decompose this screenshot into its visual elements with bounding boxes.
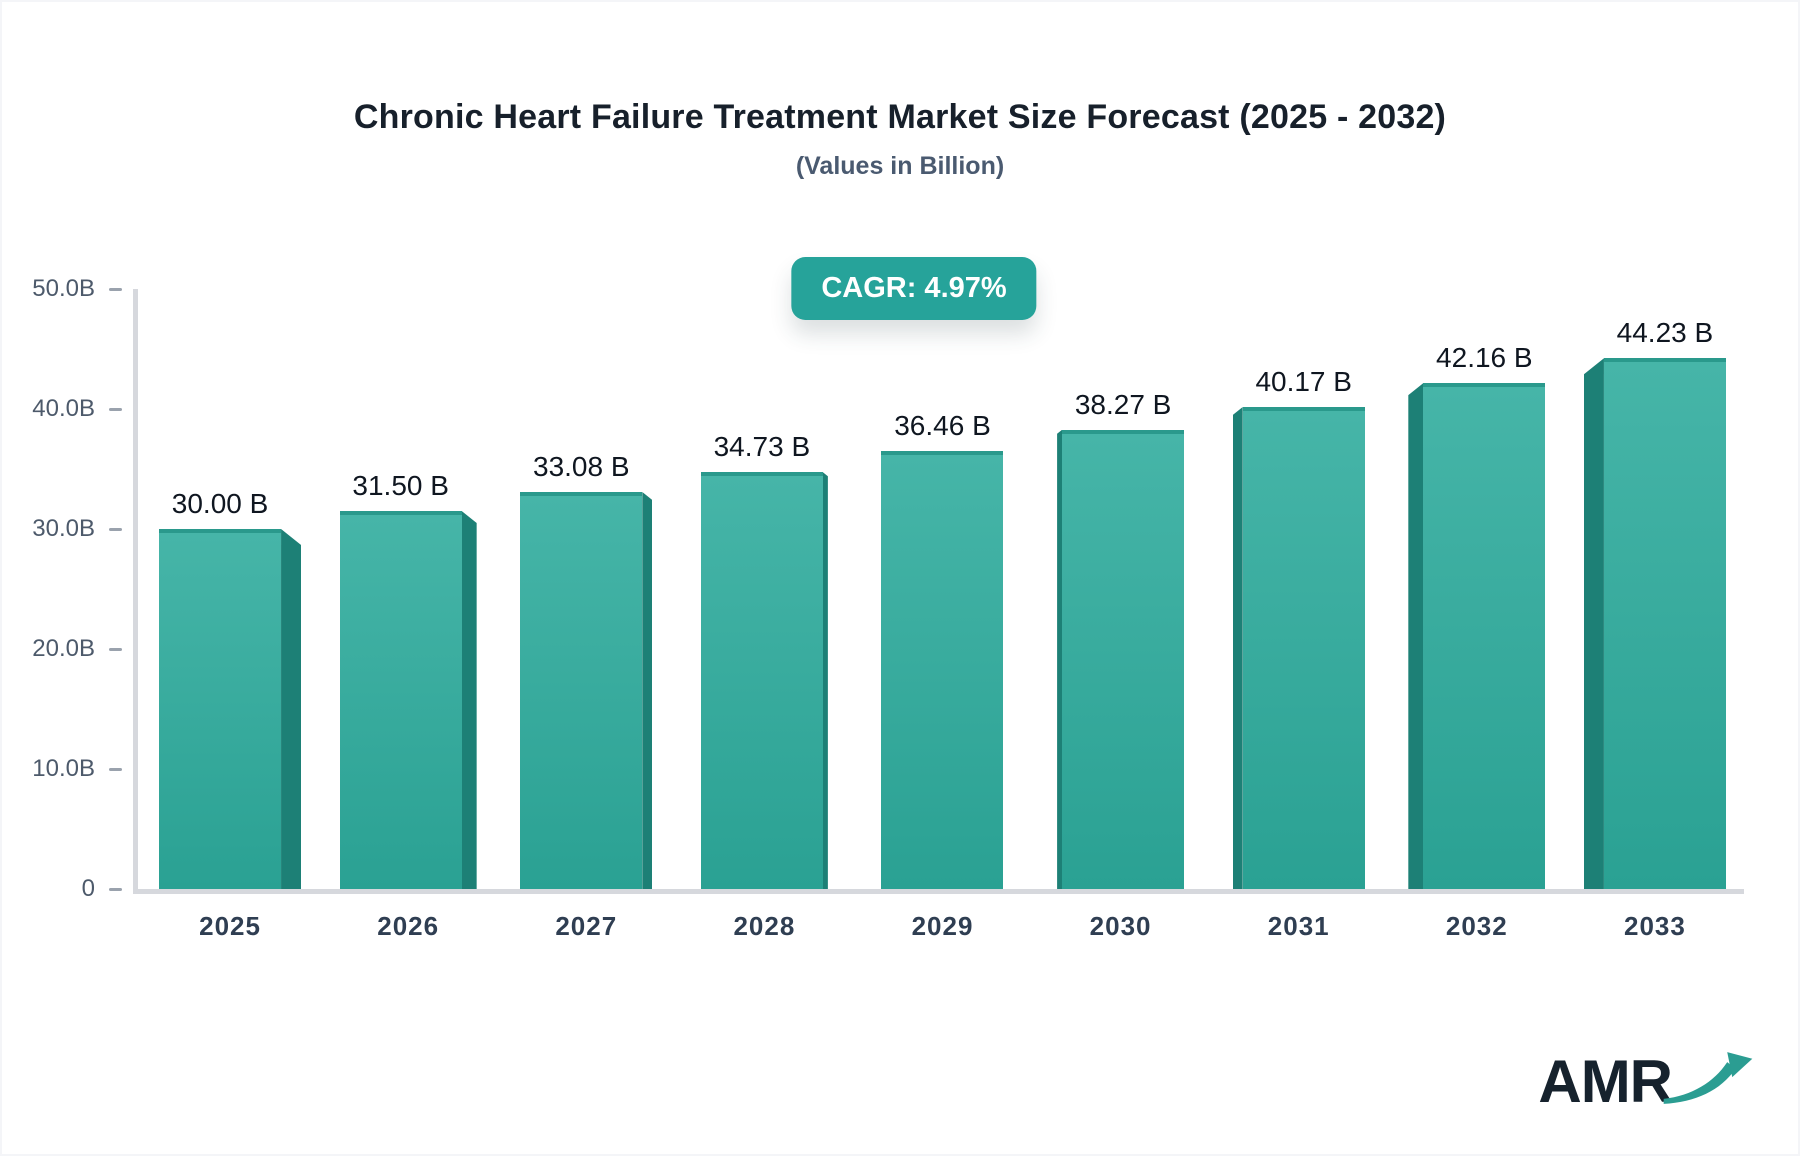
chart-subtitle: (Values in Billion) xyxy=(795,152,1005,180)
bar-side-face xyxy=(642,492,653,889)
bar-value-label: 31.50 B xyxy=(352,470,449,501)
bar-side-face xyxy=(822,472,828,889)
plot-area: 0 10.0B 20.0B 30.0B 40.0B 50.0B 30.00 B 31.50 … xyxy=(32,275,1744,941)
bar-face xyxy=(1242,406,1365,889)
bar-2030: 38.27 B xyxy=(1057,389,1185,889)
y-axis-tick-20: 20.0B xyxy=(32,635,122,663)
y-tick-label: 30.0B xyxy=(32,515,95,542)
bar-face xyxy=(881,451,1004,889)
bar-face xyxy=(1603,358,1726,889)
bar-side-face xyxy=(281,529,302,889)
x-axis-label-2029: 2029 xyxy=(911,911,974,941)
bar-side-face xyxy=(1232,406,1243,889)
y-axis-tick-0: 0 xyxy=(82,875,122,903)
bar-face xyxy=(700,472,823,889)
bar-side-face xyxy=(1583,358,1604,889)
bar-2032: 42.16 B xyxy=(1408,342,1546,889)
bar-slot-2025: 30.00 B xyxy=(141,289,319,889)
trend-up-arrow-icon xyxy=(1663,1052,1753,1104)
y-tick-mark xyxy=(109,887,122,891)
y-tick-label: 20.0B xyxy=(32,635,95,662)
bar-series: 30.00 B 31.50 B 33.08 B 34.73 B 36.46 B 38.27… xyxy=(141,289,1744,889)
bar-slot-2029: 36.46 B xyxy=(853,289,1031,889)
y-axis-tick-40: 40.0B xyxy=(32,395,122,423)
y-axis-tick-30: 30.0B xyxy=(32,515,122,543)
bar-value-label: 40.17 B xyxy=(1255,365,1352,397)
bar-slot-2031: 40.17 B xyxy=(1210,289,1388,889)
bar-2033: 44.23 B xyxy=(1583,317,1726,889)
logo-text: AMR xyxy=(1538,1048,1673,1115)
bar-2027: 33.08 B xyxy=(520,451,653,889)
amr-logo: AMR xyxy=(1538,1052,1754,1112)
x-axis-line xyxy=(133,889,1744,894)
bar-value-label: 44.23 B xyxy=(1616,317,1714,349)
y-tick-label: 40.0B xyxy=(32,395,95,422)
y-tick-mark xyxy=(109,527,122,531)
y-axis-tick-10: 10.0B xyxy=(32,755,122,783)
x-axis-label-2032: 2032 xyxy=(1445,911,1508,941)
y-tick-label: 50.0B xyxy=(32,275,95,302)
x-axis: 2025 2026 2027 2028 2029 2030 2031 2032 2033 xyxy=(141,911,1744,942)
y-axis-tick-50: 50.0B xyxy=(32,275,122,303)
bar-slot-2030: 38.27 B xyxy=(1032,289,1210,889)
x-axis-label-2031: 2031 xyxy=(1267,911,1330,941)
x-axis-label-2033: 2033 xyxy=(1624,911,1686,941)
bar-2026: 31.50 B xyxy=(339,470,477,889)
y-tick-mark xyxy=(109,767,122,771)
cagr-badge: CAGR: 4.97% xyxy=(791,257,1037,320)
bar-slot-2032: 42.16 B xyxy=(1388,289,1566,889)
bar-side-face xyxy=(1408,383,1424,889)
bar-face xyxy=(1062,429,1185,889)
bar-2025: 30.00 B xyxy=(159,488,302,889)
bar-value-label: 42.16 B xyxy=(1436,342,1533,374)
chart-title: Chronic Heart Failure Treatment Market S… xyxy=(353,98,1447,136)
y-tick-label: 0 xyxy=(81,875,95,902)
bar-2029: 36.46 B xyxy=(881,410,1004,889)
x-axis-label-2026: 2026 xyxy=(377,911,440,941)
bar-slot-2028: 34.73 B xyxy=(675,289,853,889)
x-axis-label-2030: 2030 xyxy=(1089,911,1152,941)
bar-value-label: 34.73 B xyxy=(713,431,811,463)
y-axis: 0 10.0B 20.0B 30.0B 40.0B 50.0B xyxy=(2,275,133,902)
x-axis-label-2025: 2025 xyxy=(199,911,261,941)
bar-value-label: 33.08 B xyxy=(533,451,630,483)
bar-value-label: 36.46 B xyxy=(894,410,991,442)
y-axis-line xyxy=(133,289,138,894)
y-tick-mark xyxy=(109,407,122,411)
x-axis-label-2028: 2028 xyxy=(733,911,796,941)
bar-face xyxy=(159,529,282,889)
bar-side-face xyxy=(461,511,477,889)
bar-side-face xyxy=(1057,429,1063,889)
bar-value-label: 30.00 B xyxy=(171,488,269,519)
bar-face xyxy=(339,511,462,889)
bar-value-label: 38.27 B xyxy=(1074,388,1172,420)
y-tick-label: 10.0B xyxy=(32,755,95,782)
bar-face xyxy=(520,492,643,889)
bar-slot-2027: 33.08 B xyxy=(497,289,675,889)
y-tick-mark xyxy=(109,287,122,291)
bar-2028: 34.73 B xyxy=(700,431,828,889)
y-tick-mark xyxy=(109,647,122,651)
bar-2031: 40.17 B xyxy=(1232,366,1365,889)
x-axis-label-2027: 2027 xyxy=(555,911,618,941)
bar-slot-2026: 31.50 B xyxy=(319,289,497,889)
bar-slot-2033: 44.23 B xyxy=(1566,289,1744,889)
bar-face xyxy=(1423,383,1546,889)
